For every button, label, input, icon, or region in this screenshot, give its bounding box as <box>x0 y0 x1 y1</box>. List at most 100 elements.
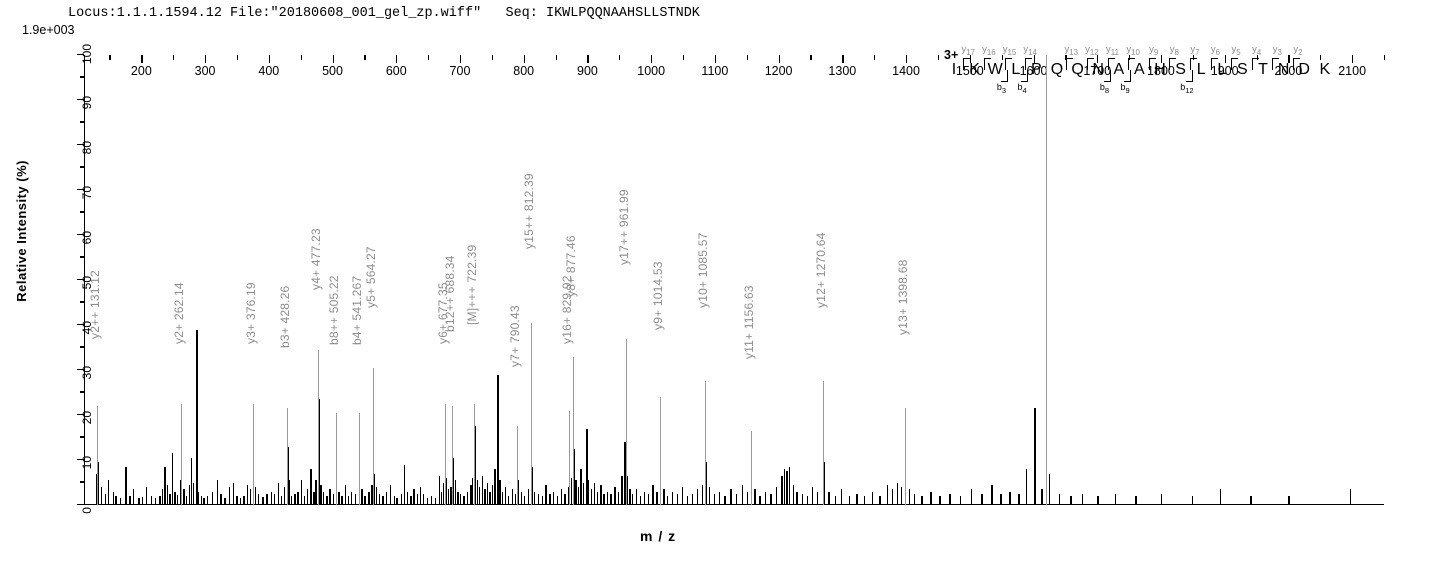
y-tick <box>80 256 84 258</box>
x-tick <box>683 55 685 60</box>
spectrum-peak <box>783 469 786 505</box>
spectrum-peak <box>129 496 131 505</box>
spectrum-peak <box>119 498 122 505</box>
y-tick-label: 60 <box>80 230 94 244</box>
ladder-residue: S <box>1237 61 1248 78</box>
spectrum-peak <box>185 496 188 505</box>
y-ion-label: y15 <box>1002 44 1017 57</box>
spectrum-peak <box>1048 473 1051 505</box>
spectrum-peak <box>410 496 412 505</box>
spectrum-peak <box>307 489 309 505</box>
y-tick <box>80 76 84 78</box>
spectrum-peak <box>254 487 257 505</box>
spectrum-peak <box>322 491 325 505</box>
ladder-residue: P <box>1031 61 1042 78</box>
x-tick <box>842 55 844 63</box>
x-tick-label: 600 <box>385 64 407 78</box>
x-tick <box>1192 55 1194 60</box>
annotation-leader-line <box>252 403 254 505</box>
spectrum-peak <box>291 496 293 505</box>
annotation-label: y15++ 812.39 <box>522 173 537 249</box>
x-tick <box>173 55 175 60</box>
spectrum-peak <box>759 496 761 505</box>
spectrum-peak <box>621 475 623 505</box>
x-tick <box>969 55 971 63</box>
y-tick-label: 20 <box>80 410 94 424</box>
x-tick-label: 800 <box>513 64 535 78</box>
annotation-label: y7+ 790.43 <box>508 304 523 367</box>
spectrum-peak <box>430 496 432 505</box>
x-tick <box>1129 55 1131 60</box>
spectrum-peak <box>596 491 599 505</box>
spectrum-peak <box>191 457 193 505</box>
spectrum-peak <box>886 484 889 505</box>
y-ion-bracket <box>1272 58 1280 70</box>
spectrum-peak <box>364 496 366 505</box>
y-tick <box>77 323 84 325</box>
spectrum-peak <box>435 498 437 505</box>
spectrum-peak <box>164 466 166 505</box>
x-tick <box>1352 55 1354 63</box>
spectrum-peak <box>1000 493 1002 505</box>
spectrum-peak <box>930 491 932 505</box>
spectrum-peak <box>635 489 638 505</box>
ladder-residue: D <box>1298 61 1310 78</box>
spectrum-peak <box>368 491 370 505</box>
y-ion-bracket <box>1107 58 1115 70</box>
annotation-label: y3+ 376.19 <box>243 282 258 345</box>
b-ion-label: b4 <box>1017 82 1027 95</box>
spectrum-peak <box>393 496 396 505</box>
annotation-leader-line <box>904 408 906 505</box>
x-tick <box>874 55 876 60</box>
y-ion-label: y2 <box>1293 44 1303 57</box>
ladder-residue: L <box>1011 61 1021 78</box>
spectrum-peak <box>593 482 596 505</box>
spectrum-peak <box>746 491 749 505</box>
spectrum-peak <box>284 487 286 505</box>
spectrum-peak <box>382 496 384 505</box>
spectrum-peak <box>107 480 109 505</box>
annotation-leader-line <box>568 410 570 505</box>
spectrum-peak <box>580 469 582 505</box>
spectrum-peak <box>523 496 526 505</box>
spectrum-peak <box>203 498 205 505</box>
spectrum-peak <box>212 491 214 505</box>
y-ion-bracket <box>1066 58 1074 70</box>
x-tick <box>937 55 940 60</box>
x-tick <box>109 55 111 60</box>
x-tick <box>332 55 334 63</box>
x-tick-label: 2000 <box>1274 64 1303 78</box>
spectrum-peak <box>169 493 171 505</box>
x-tick-label: 900 <box>576 64 598 78</box>
spectrum-peak <box>440 491 443 505</box>
annotation-label: y8+ 877.46 <box>563 235 578 297</box>
spectrum-peak <box>262 496 264 505</box>
y-tick-label: 30 <box>80 365 94 379</box>
spectrum-peak <box>438 475 441 505</box>
b-ion-label: b8 <box>1099 82 1110 95</box>
x-tick <box>1384 55 1386 60</box>
x-tick <box>268 55 270 63</box>
spectrum-peak <box>667 496 669 505</box>
spectrum-peak <box>396 498 398 505</box>
x-tick-label: 1300 <box>828 64 857 78</box>
spectrum-peak <box>195 329 198 505</box>
y-tick-label: 100 <box>80 43 94 64</box>
spectrum-peak <box>491 484 494 505</box>
x-tick-label: 2100 <box>1338 64 1367 78</box>
spectrum-peak <box>841 489 843 505</box>
spectrum-peak <box>564 493 566 505</box>
annotation-leader-line <box>358 412 360 505</box>
spectrum-peak <box>848 496 851 505</box>
annotation-label: y13+ 1398.68 <box>895 259 910 335</box>
annotation-leader-line <box>445 403 447 505</box>
spectrum-peak <box>1160 493 1163 505</box>
spectrum-peak <box>1219 489 1221 505</box>
spectrum-peak <box>991 484 993 505</box>
spectrum-peak <box>856 493 858 505</box>
annotation-leader-line <box>452 406 454 505</box>
spectrum-peak <box>426 498 429 505</box>
x-tick <box>1288 55 1290 63</box>
x-tick <box>1224 55 1226 63</box>
spectrum-peak <box>270 491 273 505</box>
